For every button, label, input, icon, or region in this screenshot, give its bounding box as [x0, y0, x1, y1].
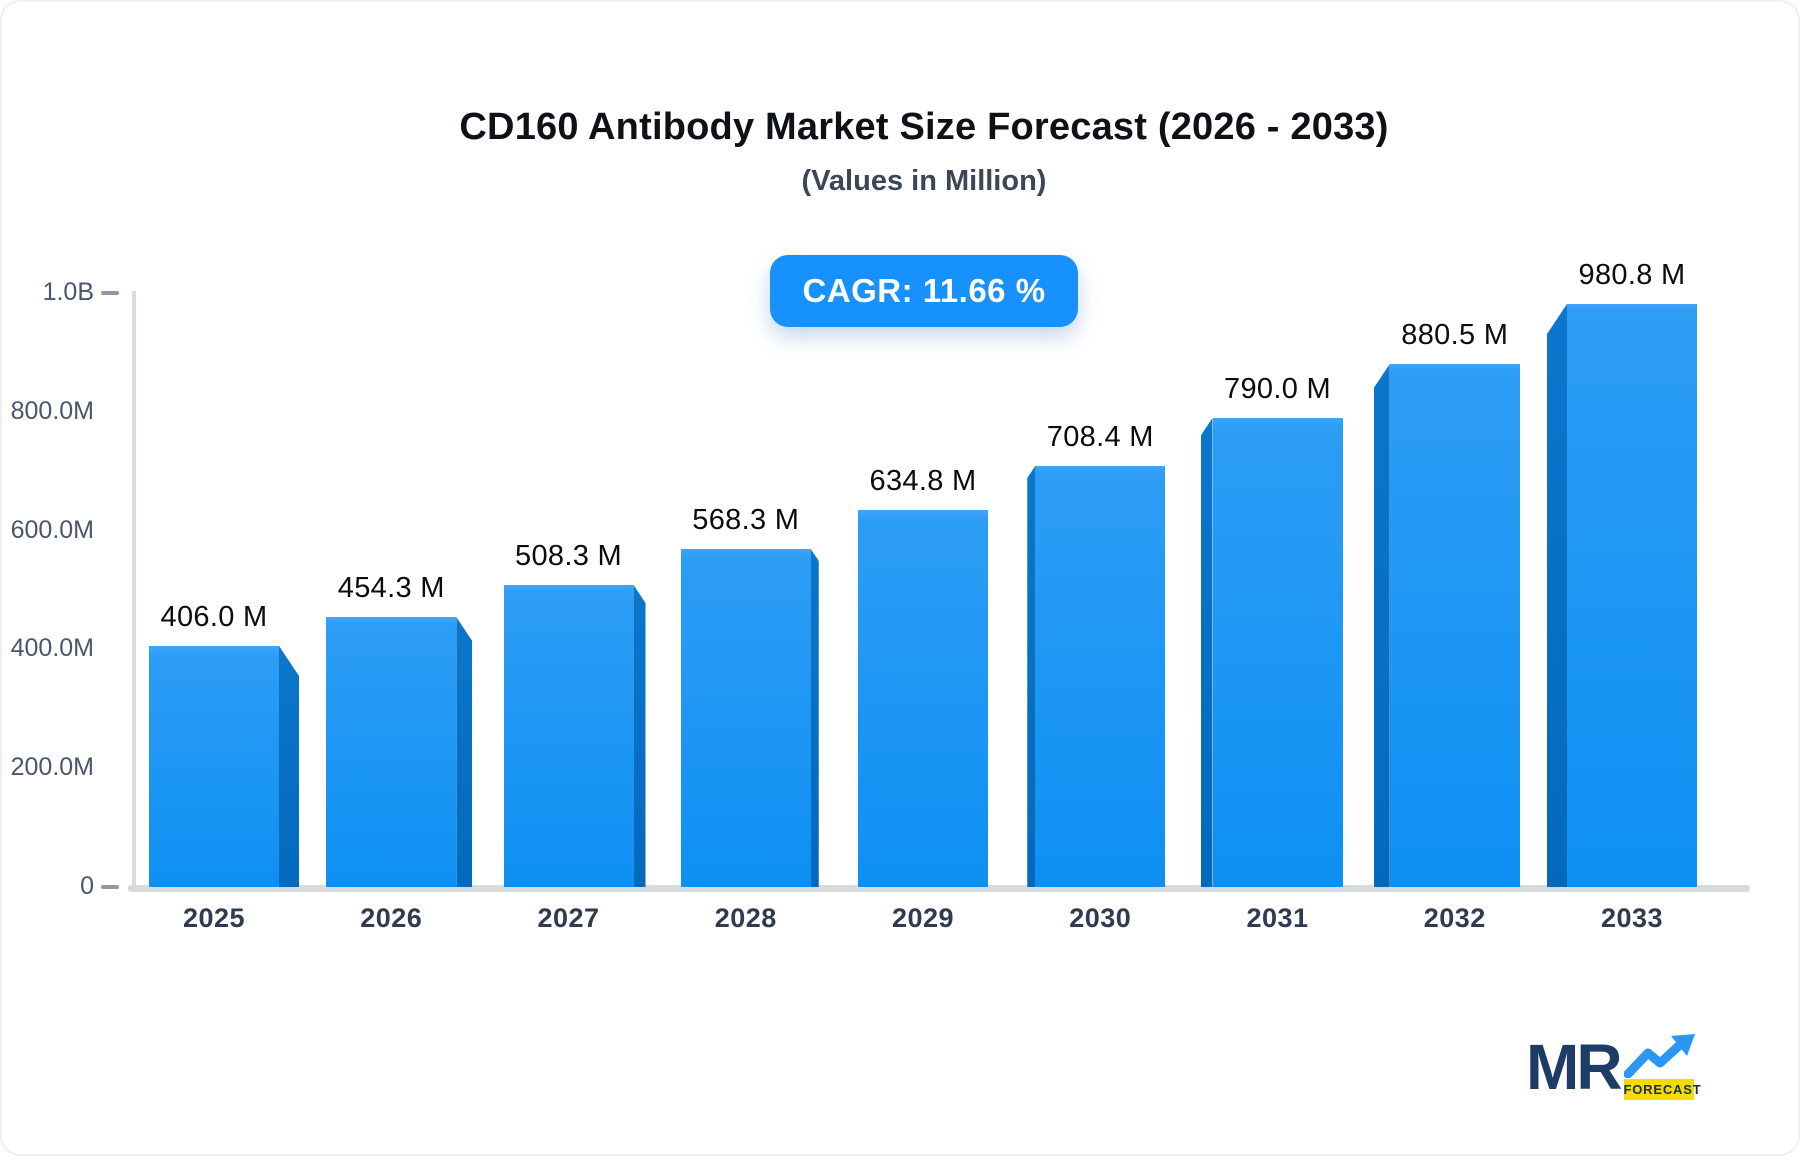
bar-value-label: 508.3 M — [515, 540, 622, 572]
y-tick-mark — [101, 885, 119, 889]
bar-2032[interactable] — [1373, 364, 1520, 887]
bar-side-face — [456, 617, 473, 887]
x-tick-label: 2030 — [1069, 903, 1132, 933]
bar-2029[interactable] — [858, 510, 988, 887]
bar-2028[interactable] — [680, 549, 819, 887]
y-tick-label: 600.0M — [10, 515, 94, 544]
y-tick-mark — [101, 291, 119, 295]
y-tick-label: 400.0M — [10, 634, 94, 663]
cagr-badge-row: CAGR: 11.66 % — [46, 255, 1798, 327]
logo-forecast-text: FORECAST — [1623, 1079, 1701, 1100]
bar-side-face — [1027, 466, 1036, 887]
chart-title: CD160 Antibody Market Size Forecast (202… — [459, 106, 1389, 148]
bar-2030[interactable] — [1027, 466, 1166, 887]
bar-value-label: 454.3 M — [337, 572, 445, 604]
bar-2026[interactable] — [326, 617, 473, 887]
x-tick-label: 2032 — [1423, 903, 1486, 933]
x-tick-label: 2029 — [891, 903, 955, 933]
bar-side-face — [1547, 304, 1567, 887]
bar-value-label: 568.3 M — [692, 504, 800, 536]
bar-side-face — [279, 646, 299, 887]
brand-logo: MR FORECAST — [1526, 1031, 1701, 1103]
x-tick-label: 2033 — [1600, 903, 1664, 933]
bar-front-face — [503, 585, 634, 887]
bar-value-label: 634.8 M — [869, 465, 977, 497]
y-axis-line — [132, 291, 136, 887]
bar-2027[interactable] — [503, 585, 646, 887]
x-tick-label: 2031 — [1246, 903, 1309, 933]
bar-side-face — [1373, 364, 1390, 887]
y-tick-label: 1.0B — [42, 278, 94, 306]
bar-front-face — [1212, 418, 1343, 887]
bar-side-face — [810, 549, 819, 887]
bar-value-label: 790.0 M — [1224, 373, 1331, 405]
logo-mr-text: MR — [1526, 1031, 1623, 1103]
logo-right-block: FORECAST — [1623, 1034, 1701, 1100]
bar-side-face — [1200, 418, 1213, 887]
bar-front-face — [1035, 466, 1166, 887]
bar-2033[interactable] — [1547, 304, 1697, 887]
x-tick-label: 2028 — [714, 903, 777, 933]
bar-front-face — [149, 646, 279, 887]
x-axis-line — [128, 885, 1750, 892]
y-tick-label: 800.0M — [10, 396, 94, 425]
bar-2025[interactable] — [149, 646, 299, 887]
bar-value-label: 708.4 M — [1046, 421, 1154, 453]
x-tick-label: 2025 — [182, 903, 246, 933]
y-tick-label: 200.0M — [10, 753, 94, 782]
bar-value-label: 980.8 M — [1578, 259, 1686, 291]
bar-front-face — [1389, 364, 1520, 887]
chart-subtitle: (Values in Million) — [801, 165, 1047, 197]
bar-2031[interactable] — [1200, 418, 1343, 887]
y-tick-label: 0 — [80, 872, 94, 900]
bar-value-label: 880.5 M — [1401, 319, 1509, 351]
bar-front-face — [326, 617, 457, 887]
bar-value-label: 406.0 M — [160, 601, 268, 633]
x-tick-label: 2027 — [537, 903, 600, 933]
bar-front-face — [680, 549, 811, 887]
bar-side-face — [633, 585, 646, 887]
x-tick-label: 2026 — [360, 903, 423, 933]
cagr-badge: CAGR: 11.66 % — [770, 255, 1078, 327]
bar-front-face — [858, 510, 988, 887]
bar-front-face — [1567, 304, 1697, 887]
trend-arrow-icon — [1623, 1034, 1695, 1078]
